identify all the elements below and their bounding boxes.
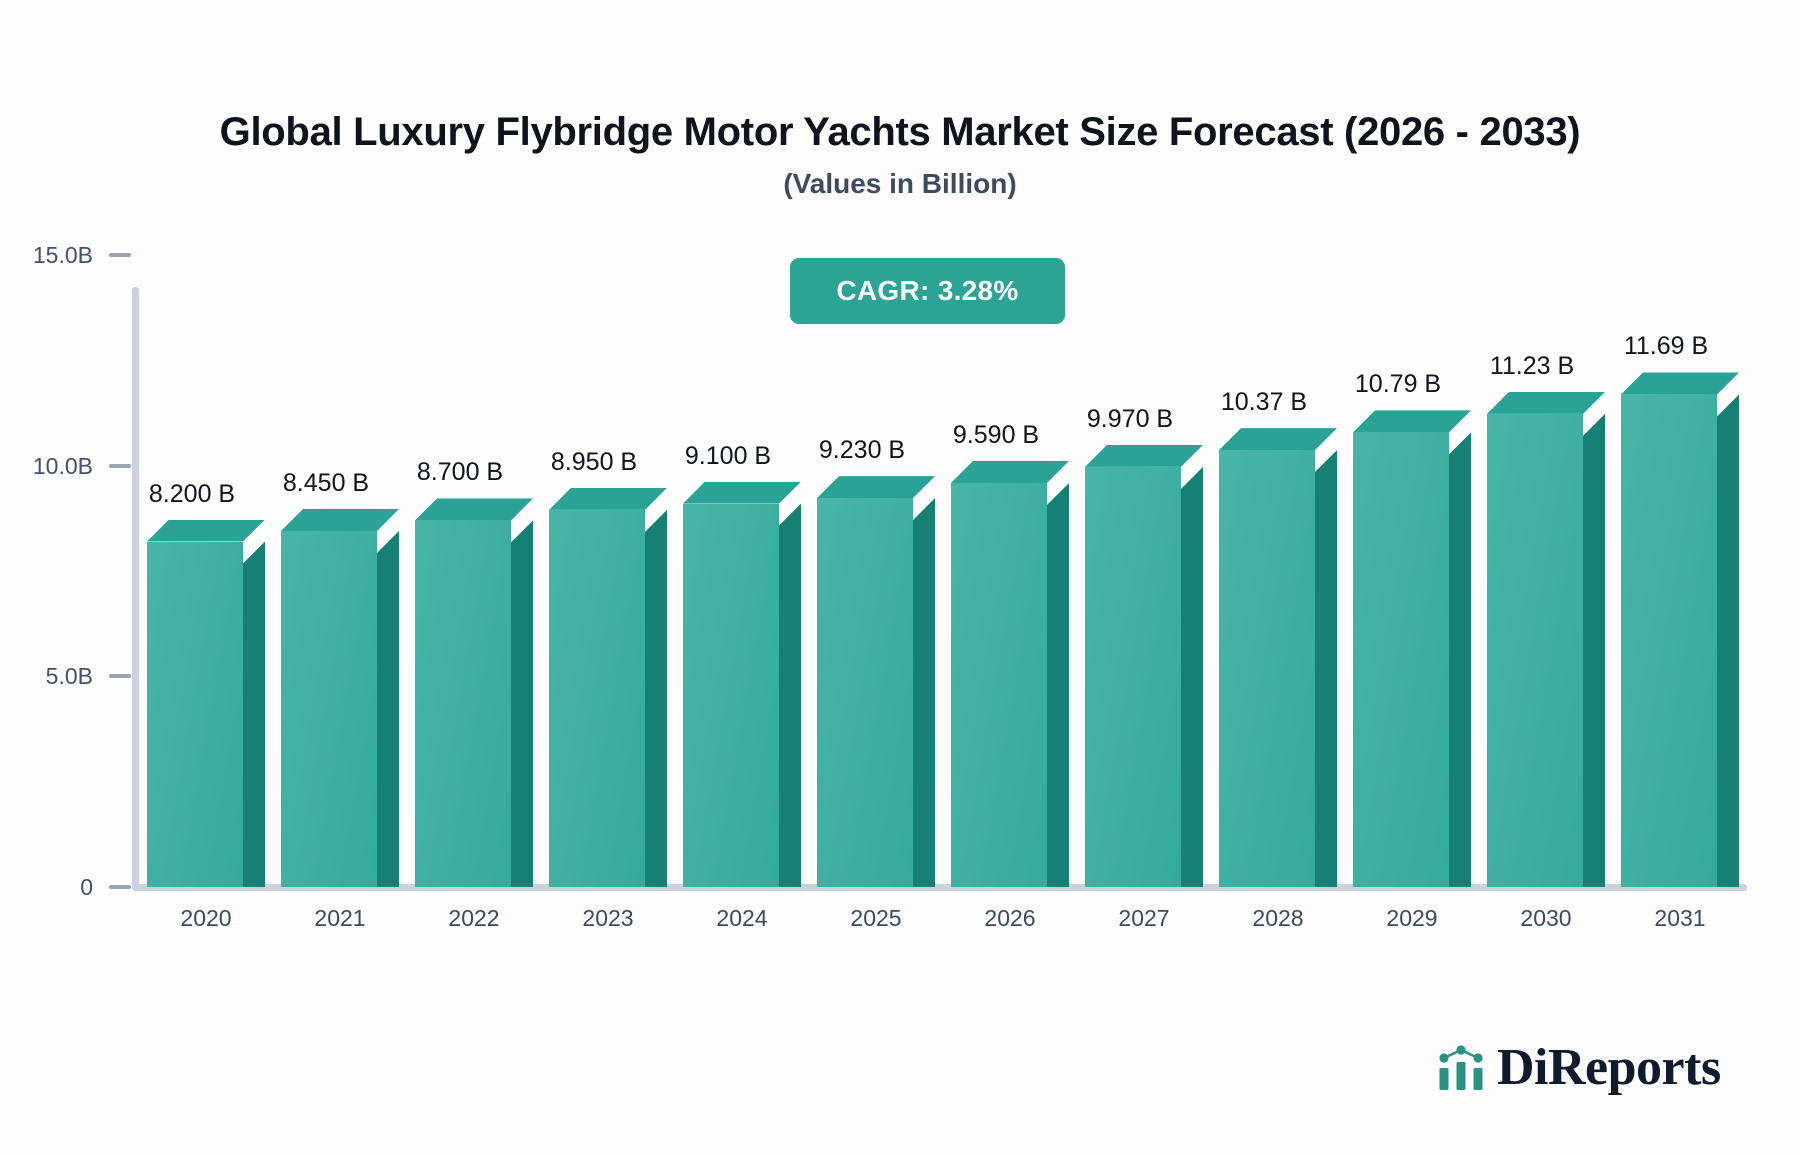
bar-value-label: 8.450 B [282, 468, 370, 497]
bar-side-face [1583, 413, 1605, 887]
x-axis-tick-label: 2021 [314, 905, 366, 931]
bar-side-face [913, 498, 935, 887]
bar-front-face [415, 520, 511, 887]
x-axis-tick-label: 2031 [1654, 905, 1706, 931]
page-title: Global Luxury Flybridge Motor Yachts Mar… [219, 110, 1581, 154]
bar-top-face [1085, 444, 1203, 467]
cagr-badge-label: CAGR: 3.28% [836, 275, 1019, 306]
bar-value-label: 9.100 B [684, 441, 772, 470]
bar-value-label: 8.950 B [550, 447, 638, 476]
bar-front-face [281, 530, 377, 887]
bar-front-face [1353, 432, 1449, 887]
bar-front-face [1621, 394, 1717, 887]
bar-front-face [147, 541, 243, 887]
y-axis-tick-mark [109, 253, 131, 257]
bar-value-label: 11.23 B [1489, 351, 1575, 380]
x-axis-tick-label: 2022 [448, 905, 500, 931]
x-axis-tick-label: 2023 [582, 905, 634, 931]
bar-front-face [951, 482, 1047, 887]
bar-side-face [511, 520, 533, 887]
bar-side-face [1315, 450, 1337, 887]
bar[interactable] [415, 498, 533, 887]
x-axis-line [132, 884, 1747, 891]
bar-side-face [1047, 482, 1069, 887]
bar-top-face [951, 460, 1069, 483]
bar-top-face [683, 481, 801, 504]
bar-top-face [415, 498, 533, 521]
y-axis-tick-mark [109, 674, 131, 679]
bar-front-face [549, 509, 645, 887]
bar-top-face [281, 508, 399, 531]
bar[interactable] [1353, 410, 1471, 887]
bar-front-face [1085, 466, 1181, 887]
direports-logo: DiReports [1437, 1040, 1721, 1096]
bar[interactable] [1219, 428, 1337, 887]
chart-subtitle: (Values in Billion) [783, 168, 1017, 199]
bar-front-face [1487, 413, 1583, 887]
bar-top-face [817, 476, 935, 499]
bar[interactable] [281, 508, 399, 887]
bar[interactable] [1621, 372, 1739, 887]
bar-side-face [645, 509, 667, 887]
x-axis-tick-label: 2020 [180, 905, 232, 931]
bar-top-face [549, 487, 667, 510]
bar-value-label: 8.200 B [148, 479, 236, 508]
bar-value-label: 11.69 B [1623, 332, 1709, 361]
x-axis-tick-label: 2028 [1252, 905, 1304, 931]
bar-side-face [1449, 432, 1471, 887]
y-axis-tick-mark [109, 463, 131, 468]
bar-top-face [1353, 410, 1471, 433]
bar-side-face [779, 503, 801, 887]
bar-value-label: 9.230 B [818, 436, 906, 465]
bar-side-face [377, 530, 399, 887]
bar-chart-icon [1439, 1045, 1483, 1090]
x-axis-tick-label: 2027 [1118, 905, 1170, 931]
bar-value-label: 9.590 B [952, 420, 1040, 449]
x-axis-tick-label: 2026 [984, 905, 1036, 931]
bar[interactable] [683, 481, 801, 887]
bar-side-face [1717, 394, 1739, 887]
cagr-badge: CAGR: 3.28% [790, 258, 1065, 324]
bar[interactable] [549, 487, 667, 887]
y-axis-tick-label: 10.0B [32, 452, 93, 479]
x-axis-tick-label: 2030 [1520, 905, 1572, 931]
y-axis-tick-label: 0 [80, 874, 93, 900]
y-axis-tick: 0 [0, 874, 139, 900]
bar-value-label: 9.970 B [1086, 404, 1174, 433]
y-axis-tick: 5.0B [0, 663, 139, 689]
bar-value-label: 10.37 B [1220, 388, 1308, 417]
bar-top-face [1621, 372, 1739, 395]
y-axis-tick-label: 15.0B [32, 242, 93, 268]
bar[interactable] [1085, 444, 1203, 887]
y-axis-tick: 15.0B [0, 242, 139, 268]
bar[interactable] [147, 519, 265, 887]
bar-front-face [683, 503, 779, 887]
bar-top-face [147, 519, 265, 542]
bar[interactable] [1487, 391, 1605, 887]
bar-top-face [1487, 391, 1605, 414]
x-axis-tick-label: 2024 [716, 905, 768, 931]
y-axis-tick: 10.0B [0, 453, 139, 479]
y-axis-tick-mark [109, 885, 131, 889]
bar-value-label: 10.79 B [1354, 370, 1442, 399]
bar[interactable] [951, 460, 1069, 887]
y-axis-line [132, 287, 139, 887]
bar[interactable] [817, 476, 935, 887]
y-axis-tick-label: 5.0B [45, 663, 93, 690]
x-axis-tick-label: 2029 [1386, 905, 1438, 931]
bar-front-face [817, 498, 913, 887]
bar-front-face [1219, 450, 1315, 887]
bar-top-face [1219, 428, 1337, 451]
x-axis-tick-label: 2025 [850, 905, 902, 931]
bar-side-face [1181, 466, 1203, 887]
bar-side-face [243, 541, 265, 887]
bar-value-label: 8.700 B [416, 458, 504, 487]
logo-wordmark: DiReports [1497, 1039, 1721, 1096]
